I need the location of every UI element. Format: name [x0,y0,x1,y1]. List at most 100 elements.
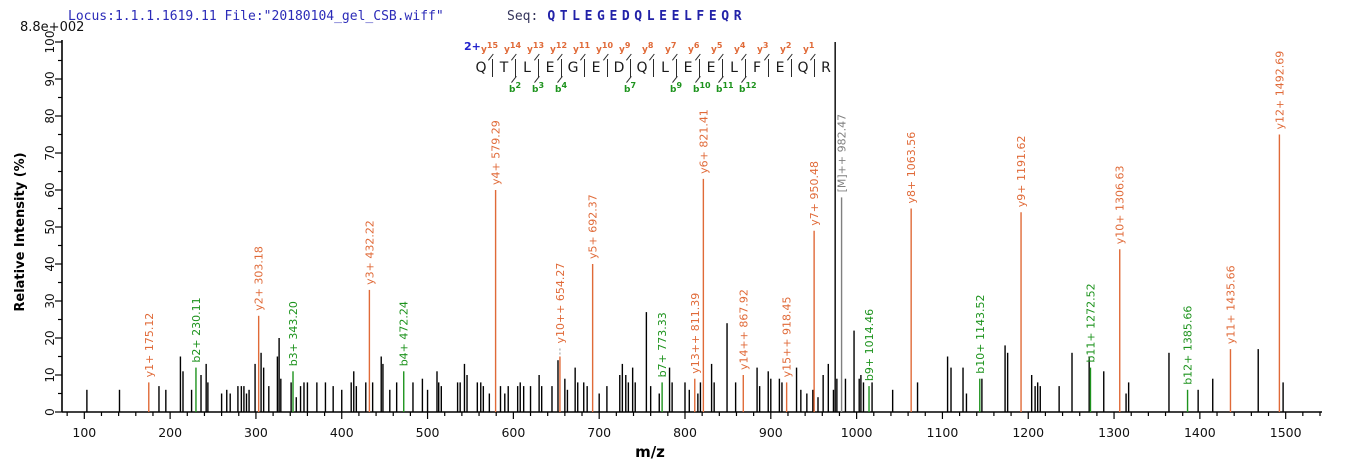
cleavage-mark: y12 b4 [550,41,567,95]
peak-label: b4+ 472.24 [398,301,411,366]
x-tick-label: 400 [330,425,354,440]
peak-label: y13++ 811.39 [689,293,702,374]
x-tick-label: 1000 [841,425,873,440]
peak-label: y5+ 692.37 [587,194,600,259]
y-ion-ladder-label: y12 [550,41,568,55]
peak-label: b2+ 230.11 [190,297,203,362]
x-tick-label: 900 [759,425,783,440]
peak-label: y15++ 918.45 [781,296,794,377]
peak-label: y8+ 1063.56 [905,132,918,204]
y-tick-label: 60 [43,182,57,197]
x-tick-label: 1100 [927,425,959,440]
cleavage-mark: y4 b12 [734,41,757,95]
precursor-charge-label: 2+ [464,40,481,53]
residue-letter: E [545,60,555,76]
peak-label: b9+ 1014.46 [863,309,876,381]
cleavage-mark: y13 b3 [527,41,544,95]
cleavage-mark: y3 [757,41,773,80]
residue-letter: Q [475,60,487,76]
peak-label: b3+ 343.20 [287,301,300,366]
cleavage-mark: y5 b11 [711,41,734,95]
b-ion-ladder-label: b3 [532,81,545,95]
ladder-residue: R [819,56,833,80]
peak-label: y7+ 950.48 [808,161,821,226]
y-tick-label: 30 [43,293,57,308]
peak-label: b12+ 1385.66 [1182,306,1195,385]
cleavage-mark: y6 b10 [688,41,711,95]
residue-letter: L [523,60,531,76]
sequence-header: Seq: QTLEGEDQLEELFEQR [507,9,746,24]
y-ion-ladder-label: y9 [619,41,631,55]
y-ion-ladder-label: y14 [504,41,522,55]
residue-letter: Q [797,60,809,76]
y-ion-ladder-label: y15 [481,41,499,55]
x-tick-label: 1200 [1012,425,1044,440]
x-tick-label: 300 [244,425,268,440]
x-tick-label: 500 [416,425,440,440]
x-tick-label: 600 [501,425,525,440]
b-ion-ladder-label: b2 [509,81,522,95]
peak-label: y9+ 1191.62 [1015,135,1028,207]
seq-label: Seq: [507,9,539,24]
y-tick-label: 10 [43,367,57,382]
seq-value: QTLEGEDQLEELFEQR [547,9,747,24]
y-tick-label: 100 [43,31,57,54]
y-tick-label: 20 [43,330,57,345]
b-ion-ladder-label: b12 [739,81,757,95]
y-ion-ladder-label: y5 [711,41,723,55]
residue-letter: G [567,60,579,76]
peak-label: y4+ 579.29 [490,120,503,185]
residue-letter: T [499,60,509,76]
b-ion-ladder-label: b9 [670,81,683,95]
cleavage-mark: y8 [642,41,658,80]
residue-letter: R [821,60,831,76]
y-tick-label: 0 [43,408,57,416]
y-ion-ladder-label: y4 [734,41,746,55]
y-axis-title: Relative Intensity (%) [13,152,28,311]
residue-letter: L [661,60,669,76]
y-ion-ladder-label: y11 [573,41,591,55]
y-ion-ladder-label: y13 [527,41,545,55]
residue-letter: Q [636,60,648,76]
b-ion-ladder-label: b11 [716,81,734,95]
peak-label: y11+ 1435.66 [1224,265,1237,344]
residue-letter: E [683,60,693,76]
b-ion-ladder-label: b10 [693,81,711,95]
b-ion-ladder-label: b4 [555,81,568,95]
y-ion-ladder-label: y7 [665,41,677,55]
x-tick-label: 800 [673,425,697,440]
x-tick-label: 1500 [1270,425,1302,440]
x-tick-label: 200 [158,425,182,440]
cleavage-mark: y10 [596,41,613,80]
cleavage-mark: y7 b9 [665,41,682,95]
cleavage-mark: y14 b2 [504,41,521,95]
y-ion-ladder-label: y6 [688,41,700,55]
y-tick-label: 80 [43,108,57,123]
residue-letter: E [775,60,785,76]
residue-letter: E [706,60,716,76]
cleavage-mark: y11 [573,41,590,80]
peak-label: b7+ 773.33 [656,312,669,377]
y-ion-ladder-label: y3 [757,41,769,55]
y-tick-label: 90 [43,71,57,86]
y-tick-label: 50 [43,219,57,234]
peak-label: y14++ 867.92 [737,289,750,370]
cleavage-mark: y9 b7 [619,41,636,95]
y-ion-ladder-label: y1 [803,41,815,55]
base-peak-intensity: 8.8e+002 [20,20,85,35]
cleavage-mark: y15 [481,41,498,80]
